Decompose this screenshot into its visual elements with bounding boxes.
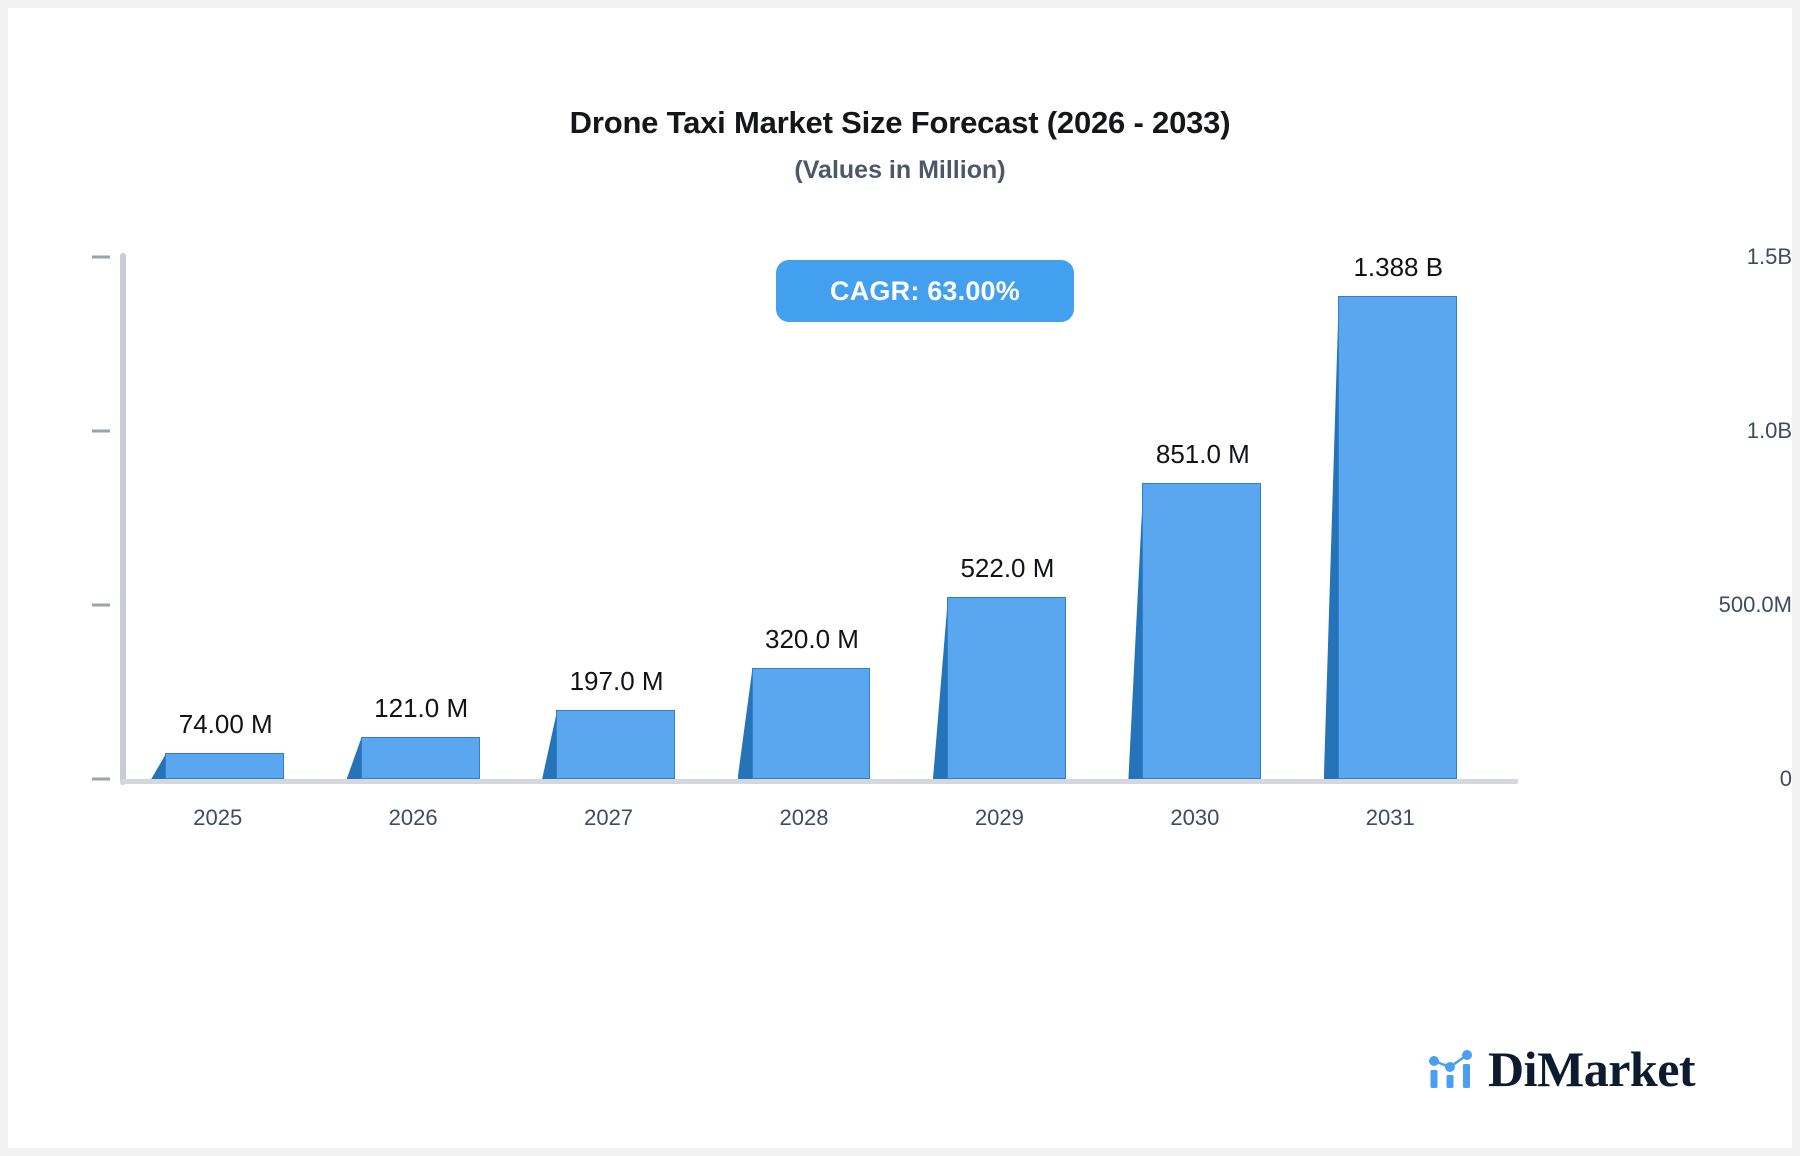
x-axis-tick-label: 2025 <box>193 805 243 830</box>
bar-shadow <box>346 736 362 779</box>
bar-chart-plot: 0 500.0M 1.0B 1.5B 74.00 M 2025 121.0 M 2026 197… <box>8 8 1792 1148</box>
page-title: Drone Taxi Market Size Forecast (2026 - … <box>569 105 1231 140</box>
bar-shadow <box>1128 482 1144 779</box>
brand-logo: DiMarket <box>1428 1041 1696 1097</box>
x-axis-tick-label: 2026 <box>388 805 438 830</box>
bar-value-label: 851.0 M <box>1155 438 1250 469</box>
bar-face <box>1142 482 1262 779</box>
x-axis-tick-label: 2029 <box>974 805 1024 830</box>
bar-value-label: 121.0 M <box>374 692 469 723</box>
bar-shadow <box>1323 295 1339 779</box>
y-axis-tick-label: 1.0B <box>1746 418 1792 443</box>
bar-shadow <box>542 710 558 779</box>
bar-value-label: 320.0 M <box>765 623 859 654</box>
bar-chart-icon <box>1429 1050 1472 1088</box>
bar-2027[interactable] <box>542 710 676 779</box>
x-axis-tick-label: 2030 <box>1170 805 1220 830</box>
cagr-badge: CAGR: 63.00% <box>776 260 1074 322</box>
bar-2031[interactable] <box>1323 295 1457 779</box>
bar-face <box>165 753 285 779</box>
bar-value-label: 522.0 M <box>960 553 1055 584</box>
bar-shadow <box>932 597 948 779</box>
y-axis-tick-label: 500.0M <box>1718 592 1792 617</box>
y-axis-tick-mark <box>92 429 110 433</box>
chart-subtitle: (Values in Million) <box>794 156 1006 184</box>
x-axis-tick-label: 2028 <box>779 805 829 830</box>
y-axis-tick-label: 0 <box>1779 766 1792 791</box>
bar-shadow <box>151 753 167 779</box>
bar-2026[interactable] <box>346 736 480 779</box>
logo-text: DiMarket <box>1488 1041 1696 1097</box>
bar-2030[interactable] <box>1128 482 1262 779</box>
bar-value-label: 74.00 M <box>178 709 273 740</box>
bar-face <box>360 736 480 779</box>
bar-shadow <box>737 667 753 779</box>
bar-face <box>751 667 871 779</box>
y-axis-tick-mark <box>92 255 110 259</box>
bar-value-label: 197.0 M <box>569 666 664 697</box>
x-axis-tick-label: 2027 <box>584 805 634 830</box>
y-axis-tick-label: 1.5B <box>1746 244 1792 269</box>
bar-2029[interactable] <box>932 597 1066 779</box>
bar-2028[interactable] <box>737 667 871 779</box>
y-axis-line <box>120 253 126 785</box>
bar-face <box>946 597 1066 779</box>
bar-face <box>1337 295 1457 779</box>
bar-2025[interactable] <box>151 753 285 779</box>
chart-card: Drone Taxi Market Size Forecast (2026 - … <box>8 8 1792 1148</box>
x-axis-tick-label: 2031 <box>1365 805 1415 830</box>
bar-face <box>556 710 676 779</box>
x-axis-line <box>120 779 1518 784</box>
bar-value-label: 1.388 B <box>1353 251 1444 282</box>
y-axis-tick-mark <box>92 603 110 607</box>
y-axis-tick-mark <box>92 777 110 781</box>
